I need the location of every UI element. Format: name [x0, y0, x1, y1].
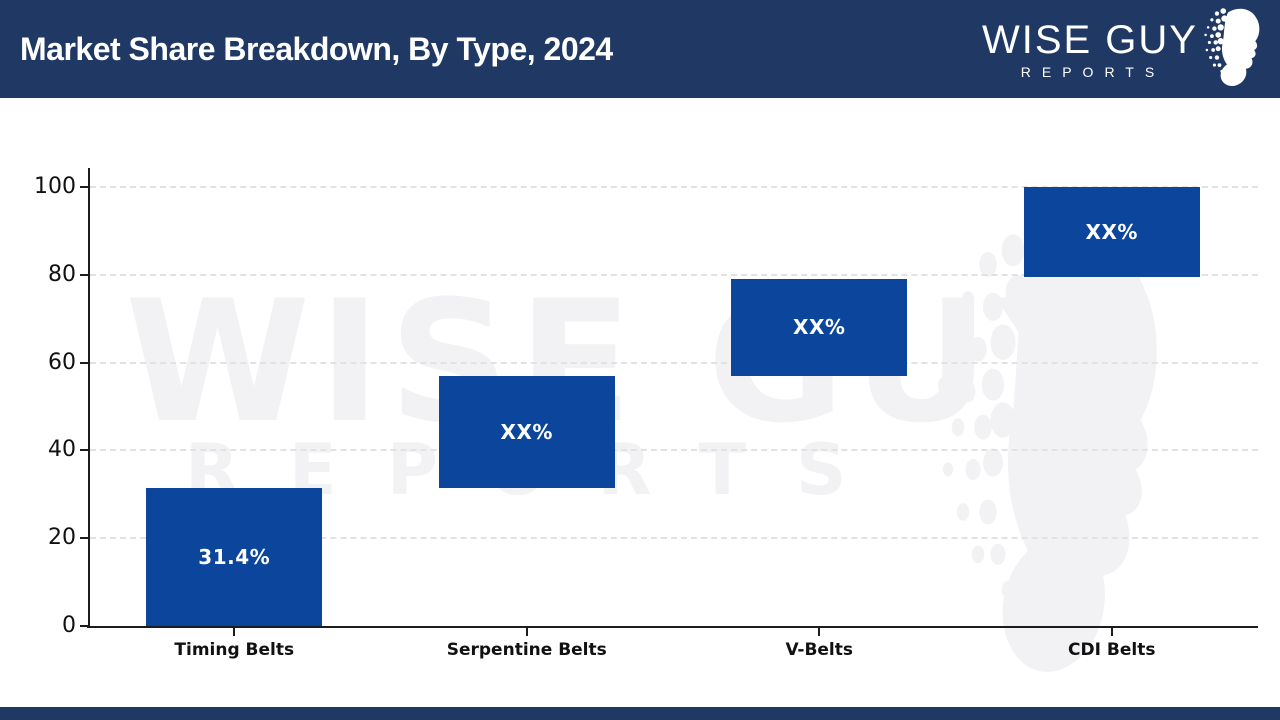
- x-tick-0: [233, 628, 236, 636]
- y-tick-label-40: 40: [48, 437, 76, 463]
- bar-value-label: XX%: [500, 419, 553, 444]
- y-tick-label-100: 100: [34, 174, 76, 199]
- y-tick-label-20: 20: [48, 525, 76, 551]
- y-tick-40: [80, 449, 88, 452]
- y-axis-line: [88, 168, 90, 628]
- gridline-60: [90, 361, 1258, 364]
- bar-value-label: XX%: [793, 315, 846, 340]
- y-tick-label-0: 0: [62, 613, 76, 638]
- x-category-label: V-Belts: [785, 640, 854, 660]
- bar-serpentine-belts: XX%: [438, 375, 615, 489]
- gridline-20: [90, 537, 1258, 540]
- bar-v-belts: XX%: [731, 279, 908, 376]
- chart-plot-area: 0 20 40 60 80 100 Timing Belts Serpentine Belts…: [0, 98, 1280, 707]
- y-tick-0: [80, 625, 88, 627]
- y-tick-label-60: 60: [48, 349, 76, 375]
- y-tick-100: [80, 186, 88, 188]
- x-tick-2: [818, 628, 821, 636]
- logo-reports-label: REPORTS: [1020, 64, 1166, 80]
- footer-bar: [0, 707, 1280, 720]
- x-axis-line: [87, 626, 1258, 628]
- chart-title: Market Share Breakdown, By Type, 2024: [20, 30, 613, 67]
- x-category-label: Timing Belts: [174, 640, 295, 660]
- bar-timing-belts: 31.4%: [146, 488, 323, 626]
- bar-value-label: XX%: [1085, 219, 1138, 244]
- bar-value-label: 31.4%: [198, 545, 271, 570]
- y-tick-80: [80, 273, 88, 276]
- gridline-100: [90, 186, 1258, 188]
- y-tick-20: [80, 537, 88, 540]
- wise-guy-reports-logo: WISE GUY REPORTS: [982, 6, 1270, 94]
- logo-text: WISE GUY REPORTS: [982, 20, 1198, 80]
- x-tick-3: [1110, 628, 1113, 636]
- bar-cdi-belts: XX%: [1023, 187, 1200, 277]
- y-tick-60: [80, 361, 88, 364]
- x-tick-1: [525, 628, 528, 636]
- logo-head-icon: [1204, 8, 1260, 86]
- gridline-40: [90, 449, 1258, 452]
- logo-wiseguy-label: WISE GUY: [981, 18, 1198, 62]
- x-category-label: CDI Belts: [1068, 640, 1156, 660]
- header-banner: Market Share Breakdown, By Type, 2024 WI…: [0, 0, 1280, 98]
- x-category-label: Serpentine Belts: [446, 640, 607, 660]
- y-tick-label-80: 80: [48, 261, 76, 287]
- gridline-80: [90, 273, 1258, 276]
